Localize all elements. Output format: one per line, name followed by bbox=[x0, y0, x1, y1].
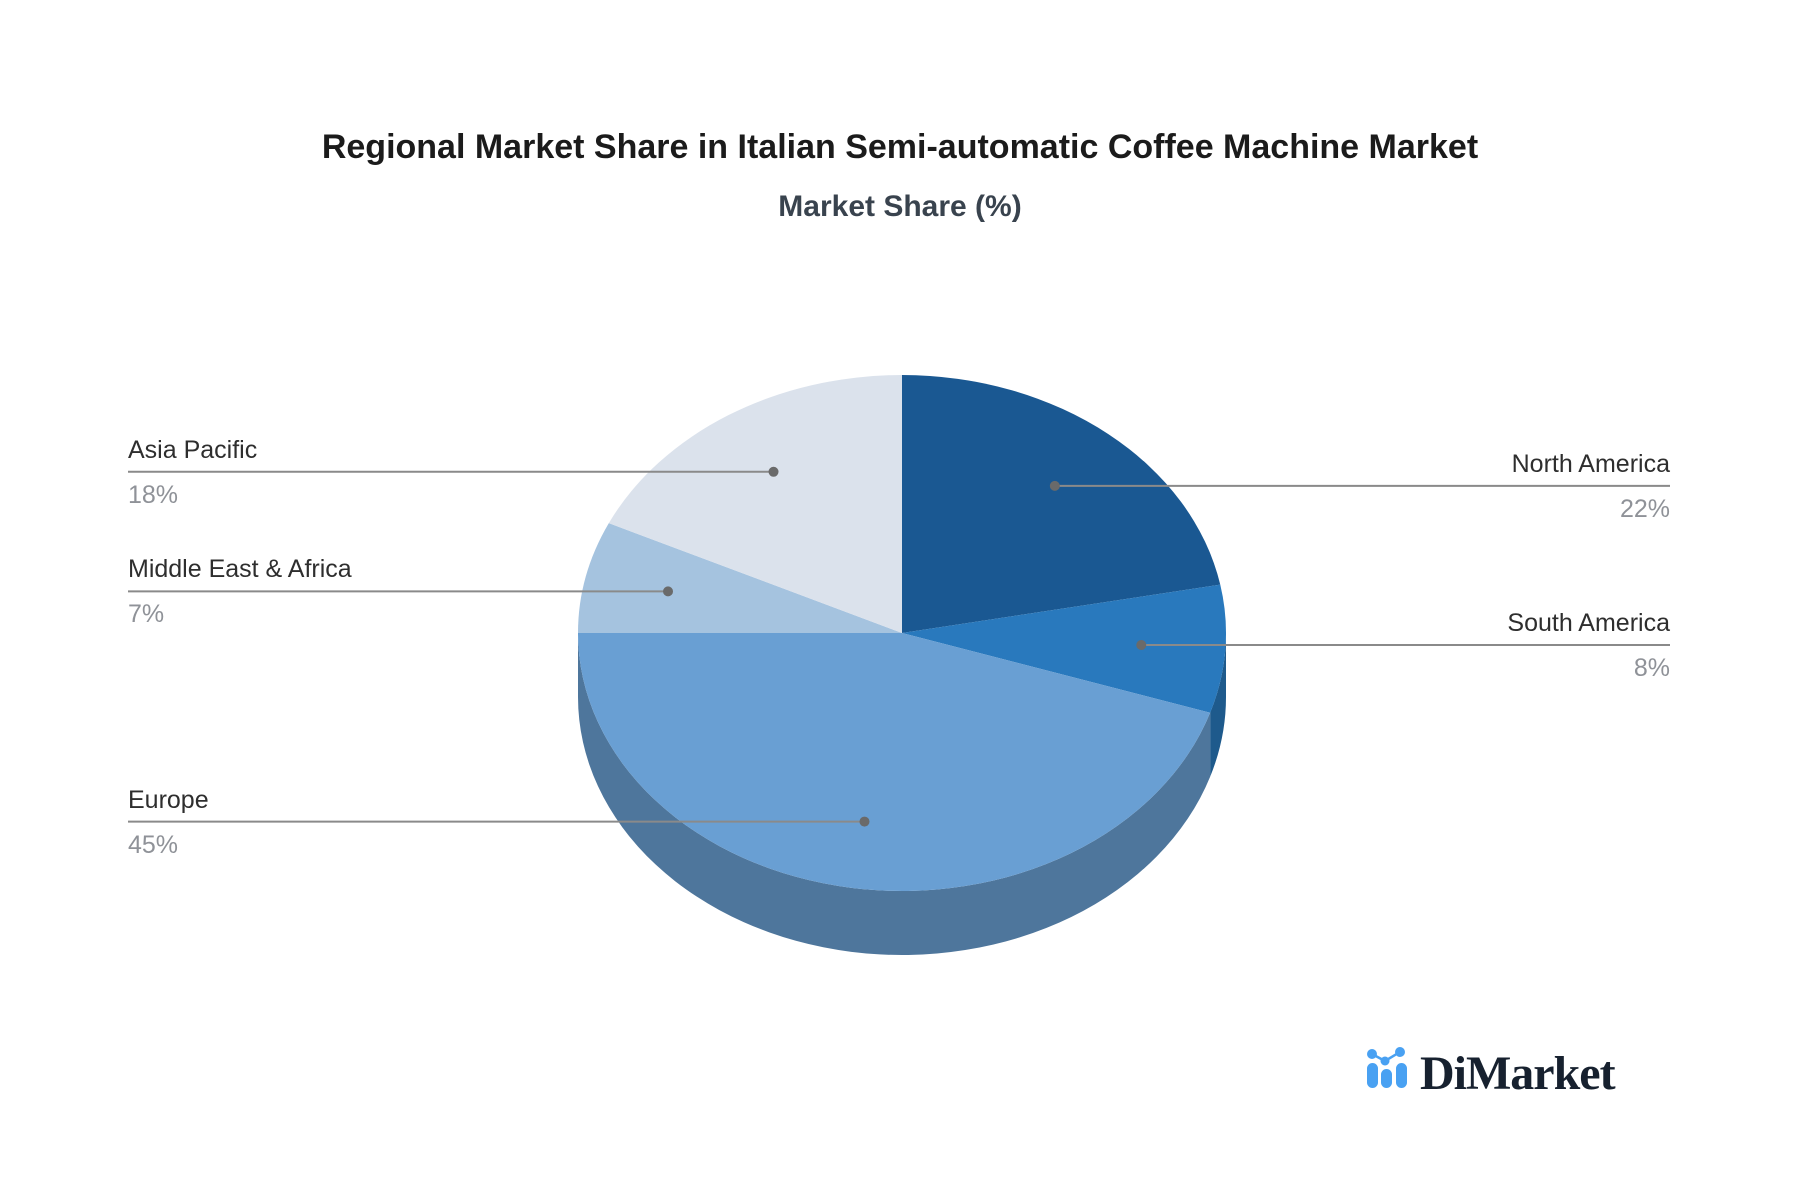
logo-text: DiMarket bbox=[1420, 1047, 1616, 1100]
slice-value: 18% bbox=[128, 480, 179, 509]
pie-slice-depth bbox=[1210, 633, 1226, 777]
bar-line-chart-icon bbox=[1367, 1047, 1407, 1088]
pie-slice bbox=[578, 633, 1211, 891]
slice-label: South America bbox=[1507, 608, 1670, 637]
slice-label: Asia Pacific bbox=[128, 435, 258, 464]
pie-slice bbox=[578, 523, 902, 633]
leader-dot bbox=[859, 816, 870, 827]
pie-slice bbox=[608, 375, 902, 633]
slice-value: 7% bbox=[128, 600, 165, 629]
pie-slice-depth bbox=[578, 633, 1211, 956]
chart-subtitle: Market Share (%) bbox=[778, 190, 1022, 223]
pie-slice bbox=[902, 584, 1226, 713]
slice-label: Europe bbox=[128, 785, 209, 814]
slice-label: Middle East & Africa bbox=[128, 555, 352, 584]
leader-dot bbox=[768, 466, 779, 477]
slice-label: North America bbox=[1511, 449, 1670, 478]
slice-value: 22% bbox=[1619, 494, 1670, 523]
leader-dot bbox=[1136, 639, 1147, 650]
slice-value: 45% bbox=[128, 830, 179, 859]
chart-title: Regional Market Share in Italian Semi-au… bbox=[321, 128, 1479, 166]
pie-slice bbox=[902, 375, 1221, 633]
leader-dot bbox=[1049, 480, 1060, 491]
slice-value: 8% bbox=[1633, 653, 1670, 682]
leader-dot bbox=[663, 586, 674, 597]
dimarket-logo: DiMarket bbox=[1366, 1042, 1686, 1098]
